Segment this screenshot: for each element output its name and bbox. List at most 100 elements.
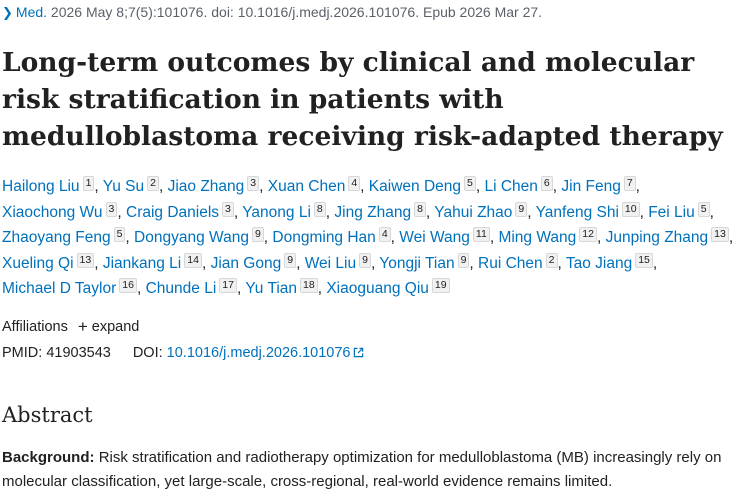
expand-label: expand [91, 319, 140, 335]
affiliation-ref-badge[interactable]: 2 [147, 176, 159, 191]
author-name-link[interactable]: Yongji Tian [379, 254, 455, 272]
background-text: Risk stratification and radiotherapy opt… [2, 449, 722, 490]
affiliation-ref-badge[interactable]: 6 [540, 176, 553, 191]
affiliation-ref-badge[interactable]: 19 [431, 278, 450, 294]
author-item: Rui Chen 2, [478, 252, 562, 272]
affiliation-ref-badge[interactable]: 16 [119, 278, 137, 294]
author-name-link[interactable]: Xiaochong Wu [2, 203, 103, 221]
author-name-link[interactable]: Dongming Han [272, 229, 376, 247]
affiliation-ref-badge[interactable]: 13 [76, 252, 95, 268]
affiliation-ref-badge[interactable]: 5 [464, 176, 476, 191]
author-name-link[interactable]: Yahui Zhao [434, 203, 513, 221]
chevron-right-icon: ❯ [2, 5, 13, 20]
author-name-link[interactable]: Yu Su [102, 178, 145, 195]
affiliation-ref-badge[interactable]: 5 [697, 201, 710, 217]
author-name-link[interactable]: Dongyang Wang [134, 229, 249, 247]
affiliation-ref-badge[interactable]: 8 [313, 201, 326, 217]
author-item: Yu Su 2, [102, 176, 164, 195]
doi-link[interactable]: 10.1016/j.medj.2026.101076 [167, 345, 364, 361]
author-name-link[interactable]: Rui Chen [478, 254, 543, 272]
author-item: Junping Zhang 13, [605, 227, 734, 247]
affiliation-ref-badge[interactable]: 3 [222, 201, 234, 217]
pmid-value: 41903543 [46, 345, 111, 361]
author-name-link[interactable]: Chunde Li [145, 280, 217, 298]
affiliation-ref-badge[interactable]: 14 [184, 252, 202, 268]
affiliation-ref-badge[interactable]: 3 [247, 176, 260, 191]
author-item: Jian Gong 9, [210, 252, 301, 272]
author-name-link[interactable]: Michael D Taylor [2, 280, 117, 298]
affiliation-ref-badge[interactable]: 2 [545, 252, 558, 268]
background-label: Background: [2, 449, 95, 466]
author-item: Michael D Taylor 16, [2, 278, 142, 298]
pmid-label: PMID: [2, 345, 43, 361]
identifier-line: PMID: 41903543 DOI: 10.1016/j.medj.2026.1… [2, 345, 364, 361]
affiliation-ref-badge[interactable]: 1 [82, 176, 95, 191]
author-item: Dongming Han 4, [272, 227, 395, 247]
author-item: Yanong Li 8, [242, 201, 331, 221]
author-item: Jiao Zhang 3, [167, 176, 264, 195]
author-name-link[interactable]: Xuan Chen [267, 178, 346, 195]
author-item: Hailong Liu 1, [2, 176, 99, 195]
journal-link[interactable]: Med. [15, 4, 48, 20]
affiliation-ref-badge[interactable]: 10 [621, 201, 640, 217]
affiliation-ref-badge[interactable]: 5 [113, 227, 126, 243]
affiliation-ref-badge[interactable]: 4 [348, 176, 361, 191]
author-name-link[interactable]: Tao Jiang [565, 254, 633, 272]
author-name-link[interactable]: Yanong Li [242, 203, 311, 221]
affiliation-ref-badge[interactable]: 15 [635, 252, 653, 268]
affiliation-ref-badge[interactable]: 9 [359, 252, 371, 268]
author-name-link[interactable]: Jian Gong [210, 254, 282, 272]
author-name-link[interactable]: Xueling Qi [2, 254, 74, 272]
affiliation-ref-badge[interactable]: 9 [284, 252, 297, 268]
affiliation-ref-badge[interactable]: 11 [472, 227, 490, 243]
affiliation-ref-badge[interactable]: 13 [711, 227, 729, 243]
citation-details: 2026 May 8;7(5):101076. doi: 10.1016/j.m… [50, 4, 543, 20]
author-item: Yu Tian 18, [245, 278, 323, 298]
author-name-link[interactable]: Yu Tian [245, 280, 298, 298]
affiliation-ref-badge[interactable]: 12 [579, 227, 597, 243]
affiliations-label: Affiliations [2, 319, 68, 335]
author-item: Wei Liu 9, [304, 252, 376, 272]
affiliation-ref-badge[interactable]: 7 [623, 176, 636, 191]
author-item: Craig Daniels 3, [126, 201, 239, 221]
affiliation-ref-badge[interactable]: 18 [300, 278, 318, 294]
abstract-heading: Abstract [2, 403, 93, 427]
affiliation-ref-badge[interactable]: 9 [457, 252, 470, 268]
author-name-link[interactable]: Junping Zhang [605, 229, 709, 247]
author-name-link[interactable]: Craig Daniels [126, 203, 220, 221]
author-item: Kaiwen Deng 5, [368, 176, 481, 195]
affiliation-ref-badge[interactable]: 3 [105, 201, 118, 217]
author-name-link[interactable]: Wei Wang [399, 229, 470, 247]
citation-line: ❯ Med. 2026 May 8;7(5):101076. doi: 10.10… [2, 4, 542, 21]
author-item: Jin Feng 7, [561, 176, 640, 195]
external-link-icon [353, 347, 363, 358]
author-name-link[interactable]: Jing Zhang [334, 203, 412, 221]
author-name-link[interactable]: Jiao Zhang [167, 178, 245, 195]
author-name-link[interactable]: Xiaoguang Qiu [326, 280, 429, 298]
author-name-link[interactable]: Hailong Liu [2, 178, 80, 195]
author-item: Yanfeng Shi 10, [535, 201, 644, 221]
affiliation-ref-badge[interactable]: 9 [515, 201, 528, 217]
author-name-link[interactable]: Kaiwen Deng [368, 178, 461, 195]
author-name-link[interactable]: Zhaoyang Feng [2, 229, 111, 247]
author-name-link[interactable]: Jiankang Li [102, 254, 182, 272]
affiliations-toggle[interactable]: Affiliations + expand [2, 317, 139, 337]
author-name-link[interactable]: Li Chen [484, 178, 538, 195]
doi-label: DOI: [132, 345, 163, 361]
author-name-link[interactable]: Fei Liu [648, 203, 695, 221]
author-name-link[interactable]: Ming Wang [498, 229, 577, 247]
author-name-link[interactable]: Jin Feng [561, 178, 621, 195]
author-item: Xueling Qi 13, [2, 252, 99, 272]
author-item: Yahui Zhao 9, [434, 201, 532, 221]
author-name-link[interactable]: Wei Liu [304, 254, 357, 272]
abstract-paragraph: Background: Risk stratification and radi… [2, 446, 748, 494]
author-item: Jiankang Li 14, [102, 252, 207, 272]
author-item: Yongji Tian 9, [379, 252, 474, 272]
affiliation-ref-badge[interactable]: 4 [378, 227, 391, 243]
author-item: Li Chen 6, [484, 176, 558, 195]
affiliation-ref-badge[interactable]: 9 [251, 227, 264, 243]
affiliation-ref-badge[interactable]: 8 [414, 201, 426, 217]
affiliation-ref-badge[interactable]: 17 [219, 278, 237, 294]
author-item: Xuan Chen 4, [267, 176, 365, 195]
author-name-link[interactable]: Yanfeng Shi [535, 203, 619, 221]
